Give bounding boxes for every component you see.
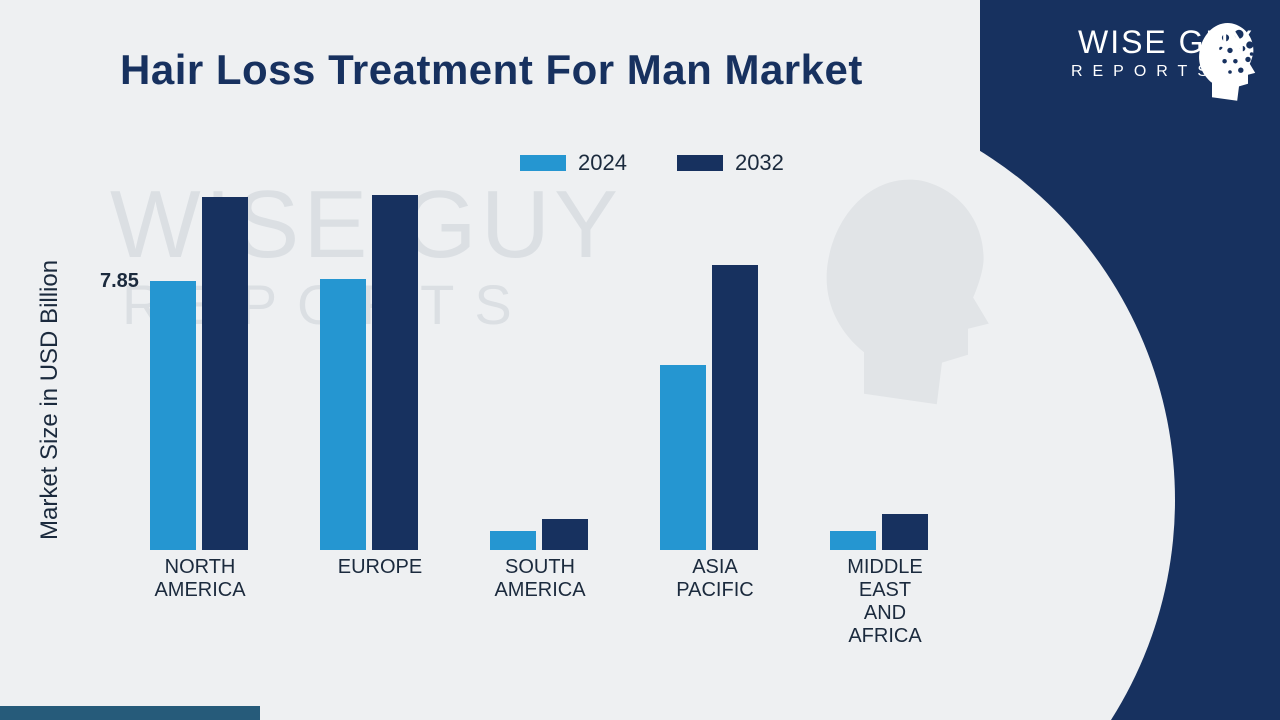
footer-accent-bar [0, 706, 260, 720]
bar-group [320, 195, 418, 550]
brand-line1: WISE GUY [994, 24, 1254, 61]
brand-line2: REPORTS [994, 63, 1218, 81]
legend-label-2024: 2024 [578, 150, 627, 176]
bar-2024-4 [830, 531, 876, 550]
bar-2032-1 [372, 195, 418, 550]
x-label: ASIAPACIFIC [645, 556, 785, 602]
legend-swatch-2024 [520, 155, 566, 171]
legend-swatch-2032 [677, 155, 723, 171]
value-label: 7.85 [100, 270, 139, 293]
bar-2024-2 [490, 531, 536, 550]
x-label: NORTHAMERICA [130, 556, 270, 602]
x-label: SOUTHAMERICA [470, 556, 610, 602]
chart-title: Hair Loss Treatment For Man Market [120, 46, 863, 94]
bar-2032-4 [882, 514, 928, 550]
bar-2032-0 [202, 197, 248, 550]
bar-2024-1 [320, 279, 366, 550]
x-label: MIDDLEEASTANDAFRICA [815, 556, 955, 648]
bar-group [150, 197, 248, 550]
bar-chart: 7.85 [120, 190, 970, 550]
bar-2032-3 [712, 265, 758, 550]
legend-label-2032: 2032 [735, 150, 784, 176]
bar-2024-3 [660, 365, 706, 550]
bar-2032-2 [542, 519, 588, 550]
legend-item-2024: 2024 [520, 150, 627, 176]
legend-item-2032: 2032 [677, 150, 784, 176]
bar-group [660, 265, 758, 550]
bar-group [830, 514, 928, 550]
bar-group [490, 519, 588, 550]
x-axis-labels: NORTHAMERICA EUROPE SOUTHAMERICA ASIAPACIFI… [120, 556, 970, 696]
bar-2024-0 [150, 281, 196, 550]
legend: 2024 2032 [520, 150, 784, 176]
y-axis-label: Market Size in USD Billion [36, 260, 64, 540]
brand-logo-text: WISE GUY REPORTS [994, 24, 1254, 81]
x-label: EUROPE [310, 556, 450, 579]
